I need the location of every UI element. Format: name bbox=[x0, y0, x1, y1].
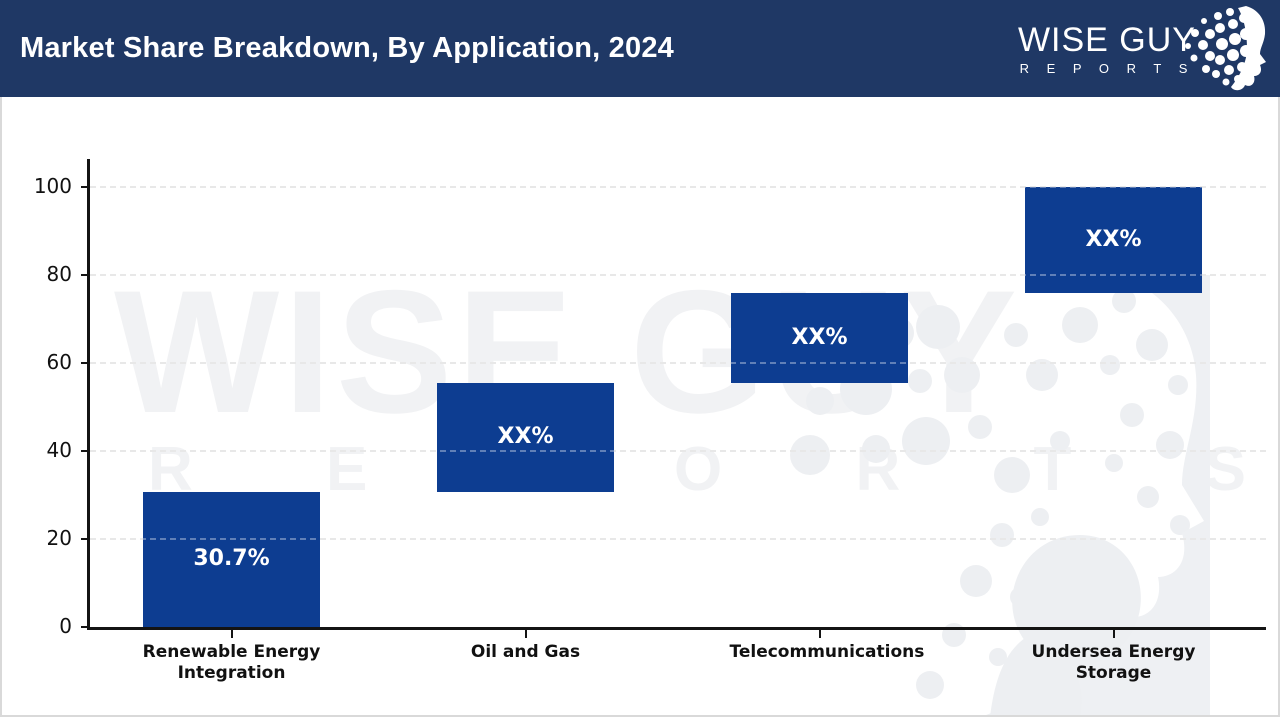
gridline bbox=[90, 362, 1266, 364]
face-dots-logo-icon bbox=[1185, 5, 1266, 90]
bar-value-label: 30.7% bbox=[193, 546, 270, 572]
y-axis-tick bbox=[81, 186, 90, 188]
x-axis-tick bbox=[1112, 630, 1115, 638]
gridline bbox=[90, 538, 1266, 540]
y-axis-tick-label: 0 bbox=[59, 614, 72, 638]
chart-title: Market Share Breakdown, By Application, … bbox=[20, 32, 674, 64]
gridline-overlay bbox=[90, 362, 1266, 364]
y-axis-tick bbox=[81, 538, 90, 540]
bar-segment bbox=[143, 491, 320, 627]
y-axis-tick-label: 100 bbox=[33, 174, 72, 198]
x-axis-category-label: Undersea Energy Storage bbox=[1031, 642, 1196, 683]
gridline-overlay bbox=[90, 538, 1266, 540]
y-axis-tick bbox=[81, 626, 90, 628]
x-axis-category-label: Telecommunications bbox=[729, 642, 925, 662]
bar-value-label: XX% bbox=[497, 424, 554, 450]
bar-segment bbox=[437, 382, 614, 492]
y-axis-tick bbox=[81, 362, 90, 364]
bar-segment bbox=[731, 293, 908, 383]
gridline-overlay bbox=[90, 186, 1266, 188]
y-axis-tick-label: 20 bbox=[46, 526, 72, 550]
brand-name: WISE GUY bbox=[1017, 21, 1196, 59]
bar-segment bbox=[1025, 187, 1202, 294]
x-axis-tick bbox=[230, 630, 233, 638]
y-axis-tick-label: 80 bbox=[46, 262, 72, 286]
header-band: Market Share Breakdown, By Application, … bbox=[0, 0, 1280, 97]
gridline bbox=[90, 186, 1266, 188]
gridline bbox=[90, 274, 1266, 276]
x-axis-tick bbox=[818, 630, 821, 638]
y-axis-tick-label: 40 bbox=[46, 438, 72, 462]
brand-logo-text: WISE GUY R E P O R T S bbox=[1018, 21, 1196, 76]
x-axis-tick bbox=[524, 630, 527, 638]
brand-logo: WISE GUY R E P O R T S bbox=[1018, 5, 1266, 92]
bar-value-label: XX% bbox=[791, 324, 848, 350]
gridline-overlay bbox=[90, 450, 1266, 452]
y-axis-line bbox=[87, 159, 90, 630]
y-axis-tick bbox=[81, 274, 90, 276]
gridline bbox=[90, 450, 1266, 452]
y-axis-tick bbox=[81, 450, 90, 452]
x-axis-category-label: Oil and Gas bbox=[470, 642, 581, 662]
y-axis-tick-label: 60 bbox=[46, 350, 72, 374]
chart-body: WISE GUY R E P O R T S 0 20 40 60 80 100 3 bbox=[0, 97, 1280, 717]
brand-subname: R E P O R T S bbox=[1019, 61, 1195, 76]
x-axis-category-label: Renewable Energy Integration bbox=[142, 642, 321, 683]
bar-value-label: XX% bbox=[1085, 227, 1142, 253]
x-axis-line bbox=[87, 627, 1266, 630]
gridline-overlay bbox=[90, 274, 1266, 276]
